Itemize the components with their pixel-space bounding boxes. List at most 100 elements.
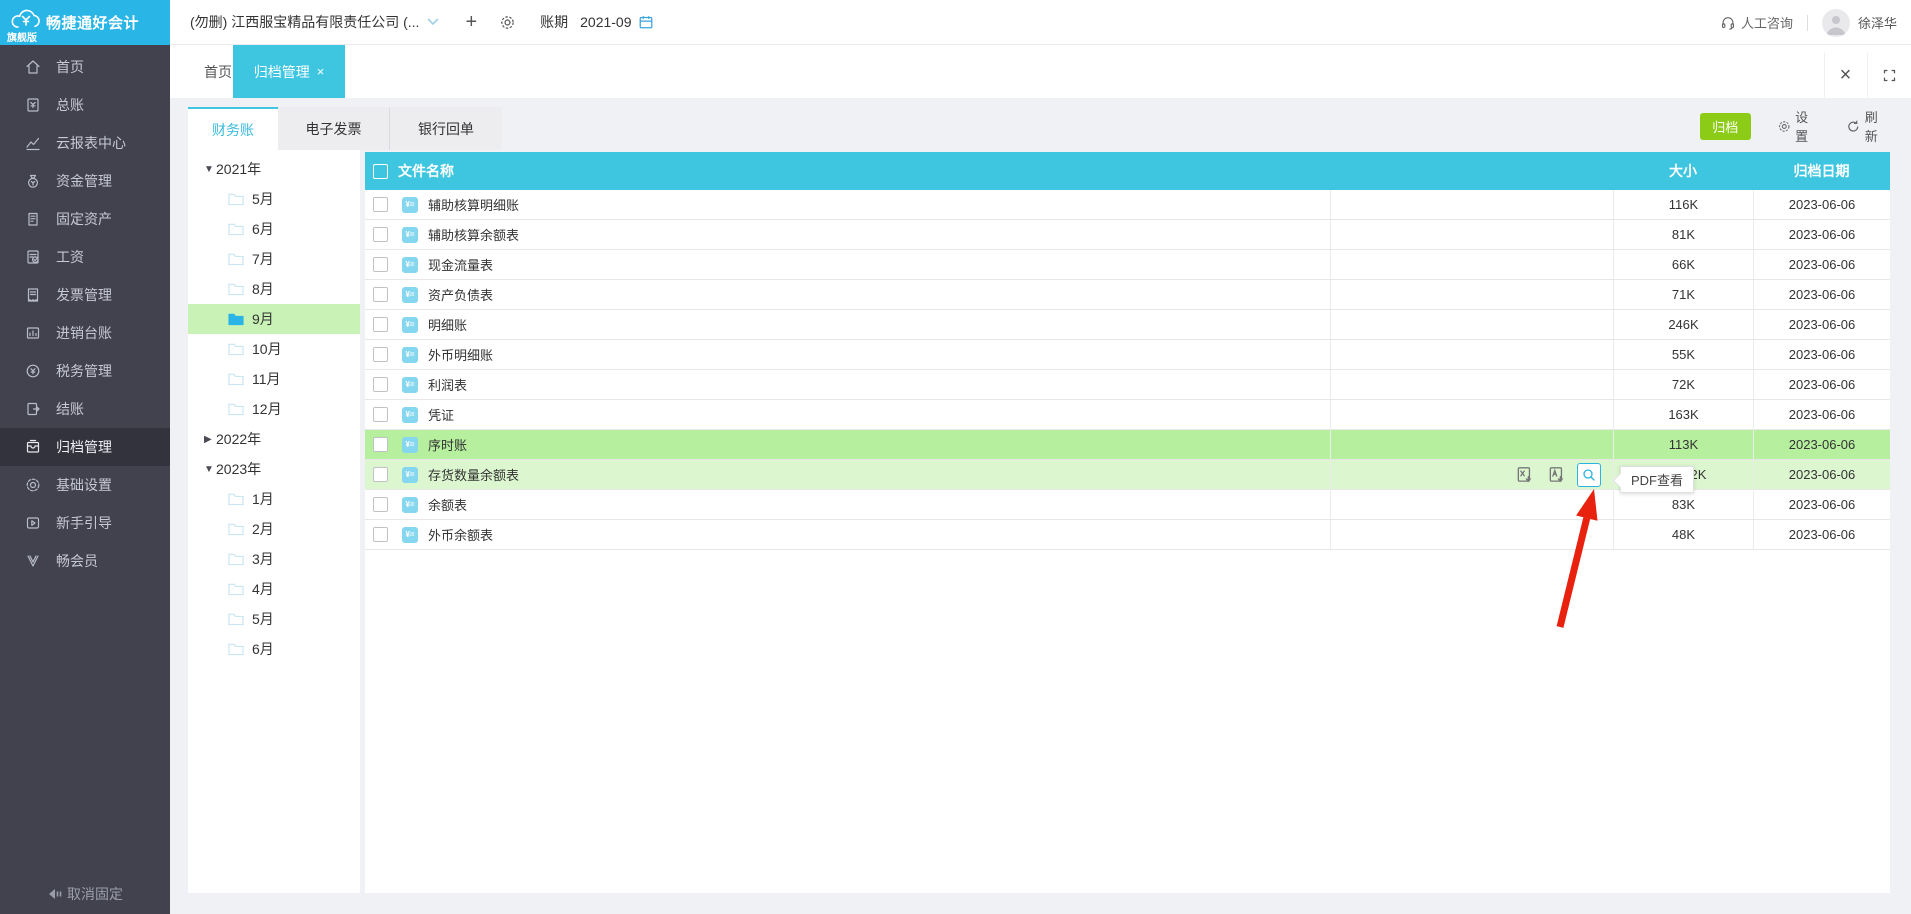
tree-node-2021年[interactable]: ▼ 2021年 bbox=[188, 154, 360, 184]
sidebar-item-archive[interactable]: 归档管理 bbox=[0, 428, 170, 466]
tree-node-6月[interactable]: 6月 bbox=[188, 634, 360, 664]
close-page-icon[interactable]: × bbox=[1824, 53, 1866, 98]
tax-icon bbox=[24, 362, 42, 380]
row-checkbox[interactable] bbox=[373, 467, 388, 482]
member-icon bbox=[24, 552, 42, 570]
sidebar-item-tax[interactable]: 税务管理 bbox=[0, 352, 170, 390]
row-checkbox[interactable] bbox=[373, 497, 388, 512]
select-all-checkbox[interactable] bbox=[373, 163, 388, 179]
table-row[interactable]: ¥= 资产负债表 71K 2023-06-06 bbox=[365, 280, 1890, 310]
live-support-link[interactable]: 人工咨询 bbox=[1720, 13, 1793, 32]
file-size: 81K bbox=[1613, 220, 1753, 249]
row-checkbox[interactable] bbox=[373, 317, 388, 332]
add-account-button[interactable]: + bbox=[465, 11, 478, 33]
sidebar-item-settings[interactable]: 基础设置 bbox=[0, 466, 170, 504]
tree-node-6月[interactable]: 6月 bbox=[188, 214, 360, 244]
file-icon: ¥= bbox=[402, 526, 418, 543]
tree-node-11月[interactable]: 11月 bbox=[188, 364, 360, 394]
archive-date: 2023-06-06 bbox=[1753, 490, 1890, 519]
table-row[interactable]: ¥= 辅助核算明细账 116K 2023-06-06 bbox=[365, 190, 1890, 220]
file-icon: ¥= bbox=[402, 466, 418, 483]
tree-node-label: 2023年 bbox=[216, 461, 262, 477]
tab-home[interactable]: 首页 bbox=[204, 63, 232, 80]
row-checkbox[interactable] bbox=[373, 287, 388, 302]
subtab-bank-receipt[interactable]: 银行回单 bbox=[390, 107, 502, 150]
sidebar-item-inventory-ledger[interactable]: 进销台账 bbox=[0, 314, 170, 352]
table-row[interactable]: ¥= 现金流量表 66K 2023-06-06 bbox=[365, 250, 1890, 280]
archive-date: 2023-06-06 bbox=[1753, 430, 1890, 459]
sidebar-item-closing[interactable]: 结账 bbox=[0, 390, 170, 428]
username[interactable]: 徐泽华 bbox=[1857, 16, 1897, 31]
tab-archive-management[interactable]: 归档管理 × bbox=[233, 45, 345, 98]
tree-node-9月[interactable]: 9月 bbox=[188, 304, 360, 334]
table-row[interactable]: ¥= 余额表 83K 2023-06-06 bbox=[365, 490, 1890, 520]
tree-node-8月[interactable]: 8月 bbox=[188, 274, 360, 304]
row-checkbox[interactable] bbox=[373, 227, 388, 242]
sidebar-item-ledger[interactable]: 总账 bbox=[0, 86, 170, 124]
tree-node-2月[interactable]: 2月 bbox=[188, 514, 360, 544]
sidebar-item-home[interactable]: 首页 bbox=[0, 48, 170, 86]
refresh-button[interactable]: 刷新 bbox=[1846, 107, 1890, 145]
avatar[interactable] bbox=[1821, 8, 1850, 37]
table-row[interactable]: ¥= 外币明细账 55K 2023-06-06 bbox=[365, 340, 1890, 370]
caret-right-icon[interactable]: ▶ bbox=[204, 433, 212, 445]
caret-down-icon[interactable]: ▼ bbox=[204, 463, 214, 475]
sidebar-item-guide[interactable]: 新手引导 bbox=[0, 504, 170, 542]
tree-node-12月[interactable]: 12月 bbox=[188, 394, 360, 424]
table-row[interactable]: ¥= 序时账 113K 2023-06-06 bbox=[365, 430, 1890, 460]
sidebar-item-cloud-report[interactable]: 云报表中心 bbox=[0, 124, 170, 162]
table-row[interactable]: ¥= 明细账 246K 2023-06-06 bbox=[365, 310, 1890, 340]
period-value[interactable]: 2021-09 bbox=[580, 14, 632, 30]
table-row[interactable]: ¥= 利润表 72K 2023-06-06 bbox=[365, 370, 1890, 400]
chevron-down-icon[interactable] bbox=[427, 18, 439, 26]
file-name: 外币余额表 bbox=[428, 528, 494, 543]
tab-close-icon[interactable]: × bbox=[316, 64, 325, 79]
row-checkbox[interactable] bbox=[373, 257, 388, 272]
archive-button[interactable]: 归档 bbox=[1700, 112, 1751, 140]
tree-node-2022年[interactable]: ▶ 2022年 bbox=[188, 424, 360, 454]
company-selector[interactable]: (勿删) 江西服宝精品有限责任公司 (... bbox=[190, 14, 420, 30]
settings-button[interactable]: 设置 bbox=[1777, 107, 1821, 145]
cloud-logo-icon bbox=[10, 7, 42, 38]
download-pdf-button[interactable] bbox=[1545, 463, 1569, 487]
caret-down-icon[interactable]: ▼ bbox=[204, 163, 214, 175]
tree-node-7月[interactable]: 7月 bbox=[188, 244, 360, 274]
sidebar-item-invoice[interactable]: 发票管理 bbox=[0, 276, 170, 314]
row-checkbox[interactable] bbox=[373, 347, 388, 362]
sidebar-item-label: 结账 bbox=[56, 401, 84, 417]
sidebar-item-salary[interactable]: 工资 bbox=[0, 238, 170, 276]
tree-node-2023年[interactable]: ▼ 2023年 bbox=[188, 454, 360, 484]
fullscreen-icon[interactable] bbox=[1867, 53, 1911, 98]
table-row[interactable]: ¥= 外币余额表 48K 2023-06-06 bbox=[365, 520, 1890, 550]
tree-node-1月[interactable]: 1月 bbox=[188, 484, 360, 514]
headset-icon bbox=[1721, 16, 1735, 30]
calendar-icon[interactable] bbox=[638, 14, 654, 30]
table-row[interactable]: ¥= 凭证 163K 2023-06-06 bbox=[365, 400, 1890, 430]
pdf-preview-button[interactable] bbox=[1577, 463, 1601, 487]
file-size: 48K bbox=[1613, 520, 1753, 549]
tree-node-4月[interactable]: 4月 bbox=[188, 574, 360, 604]
row-checkbox[interactable] bbox=[373, 197, 388, 212]
tree-node-3月[interactable]: 3月 bbox=[188, 544, 360, 574]
row-checkbox[interactable] bbox=[373, 527, 388, 542]
tree-node-10月[interactable]: 10月 bbox=[188, 334, 360, 364]
inventory-ledger-icon bbox=[24, 324, 42, 342]
tree-node-5月[interactable]: 5月 bbox=[188, 184, 360, 214]
unpin-sidebar-button[interactable]: 取消固定 bbox=[0, 884, 170, 904]
row-checkbox[interactable] bbox=[373, 407, 388, 422]
invoice-icon bbox=[24, 286, 42, 304]
row-checkbox[interactable] bbox=[373, 437, 388, 452]
table-row[interactable]: ¥= 辅助核算余额表 81K 2023-06-06 bbox=[365, 220, 1890, 250]
subtab-financial-books[interactable]: 财务账 bbox=[188, 107, 278, 150]
subtab-e-invoice[interactable]: 电子发票 bbox=[278, 107, 390, 150]
export-excel-button[interactable] bbox=[1513, 463, 1537, 487]
row-checkbox[interactable] bbox=[373, 377, 388, 392]
tree-node-label: 7月 bbox=[252, 251, 274, 267]
tree-node-5月[interactable]: 5月 bbox=[188, 604, 360, 634]
sidebar-item-fixed-assets[interactable]: 固定资产 bbox=[0, 200, 170, 238]
sidebar-item-funds[interactable]: 资金管理 bbox=[0, 162, 170, 200]
folder-icon bbox=[228, 222, 244, 236]
sidebar-item-member[interactable]: 畅会员 bbox=[0, 542, 170, 580]
account-settings-gear-icon[interactable] bbox=[499, 14, 516, 31]
